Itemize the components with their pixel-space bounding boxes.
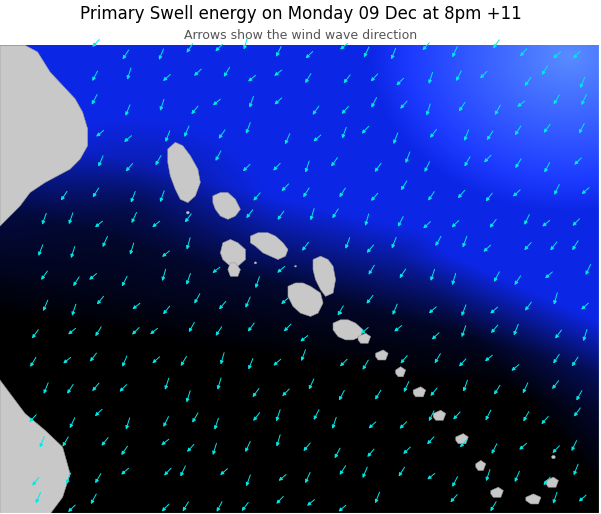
Polygon shape [168,142,200,203]
Ellipse shape [552,455,555,459]
Ellipse shape [254,262,257,264]
Polygon shape [228,263,240,276]
Polygon shape [313,256,335,297]
Polygon shape [0,45,88,226]
Ellipse shape [294,265,296,267]
Polygon shape [288,283,323,317]
Polygon shape [413,387,426,397]
Polygon shape [221,240,245,266]
Polygon shape [213,193,240,219]
Polygon shape [358,333,371,343]
Polygon shape [395,366,406,377]
Ellipse shape [340,312,342,314]
Polygon shape [251,233,288,260]
Polygon shape [476,461,486,470]
Polygon shape [491,487,503,497]
Polygon shape [0,380,70,514]
Polygon shape [376,350,388,360]
Text: Primary Swell energy on Monday 09 Dec at 8pm +11: Primary Swell energy on Monday 09 Dec at… [79,6,522,24]
Polygon shape [526,494,541,504]
Text: Arrows show the wind wave direction: Arrows show the wind wave direction [184,29,417,42]
Polygon shape [456,434,468,444]
Polygon shape [433,410,446,420]
Ellipse shape [186,211,189,214]
Polygon shape [546,477,558,487]
Polygon shape [333,320,363,340]
